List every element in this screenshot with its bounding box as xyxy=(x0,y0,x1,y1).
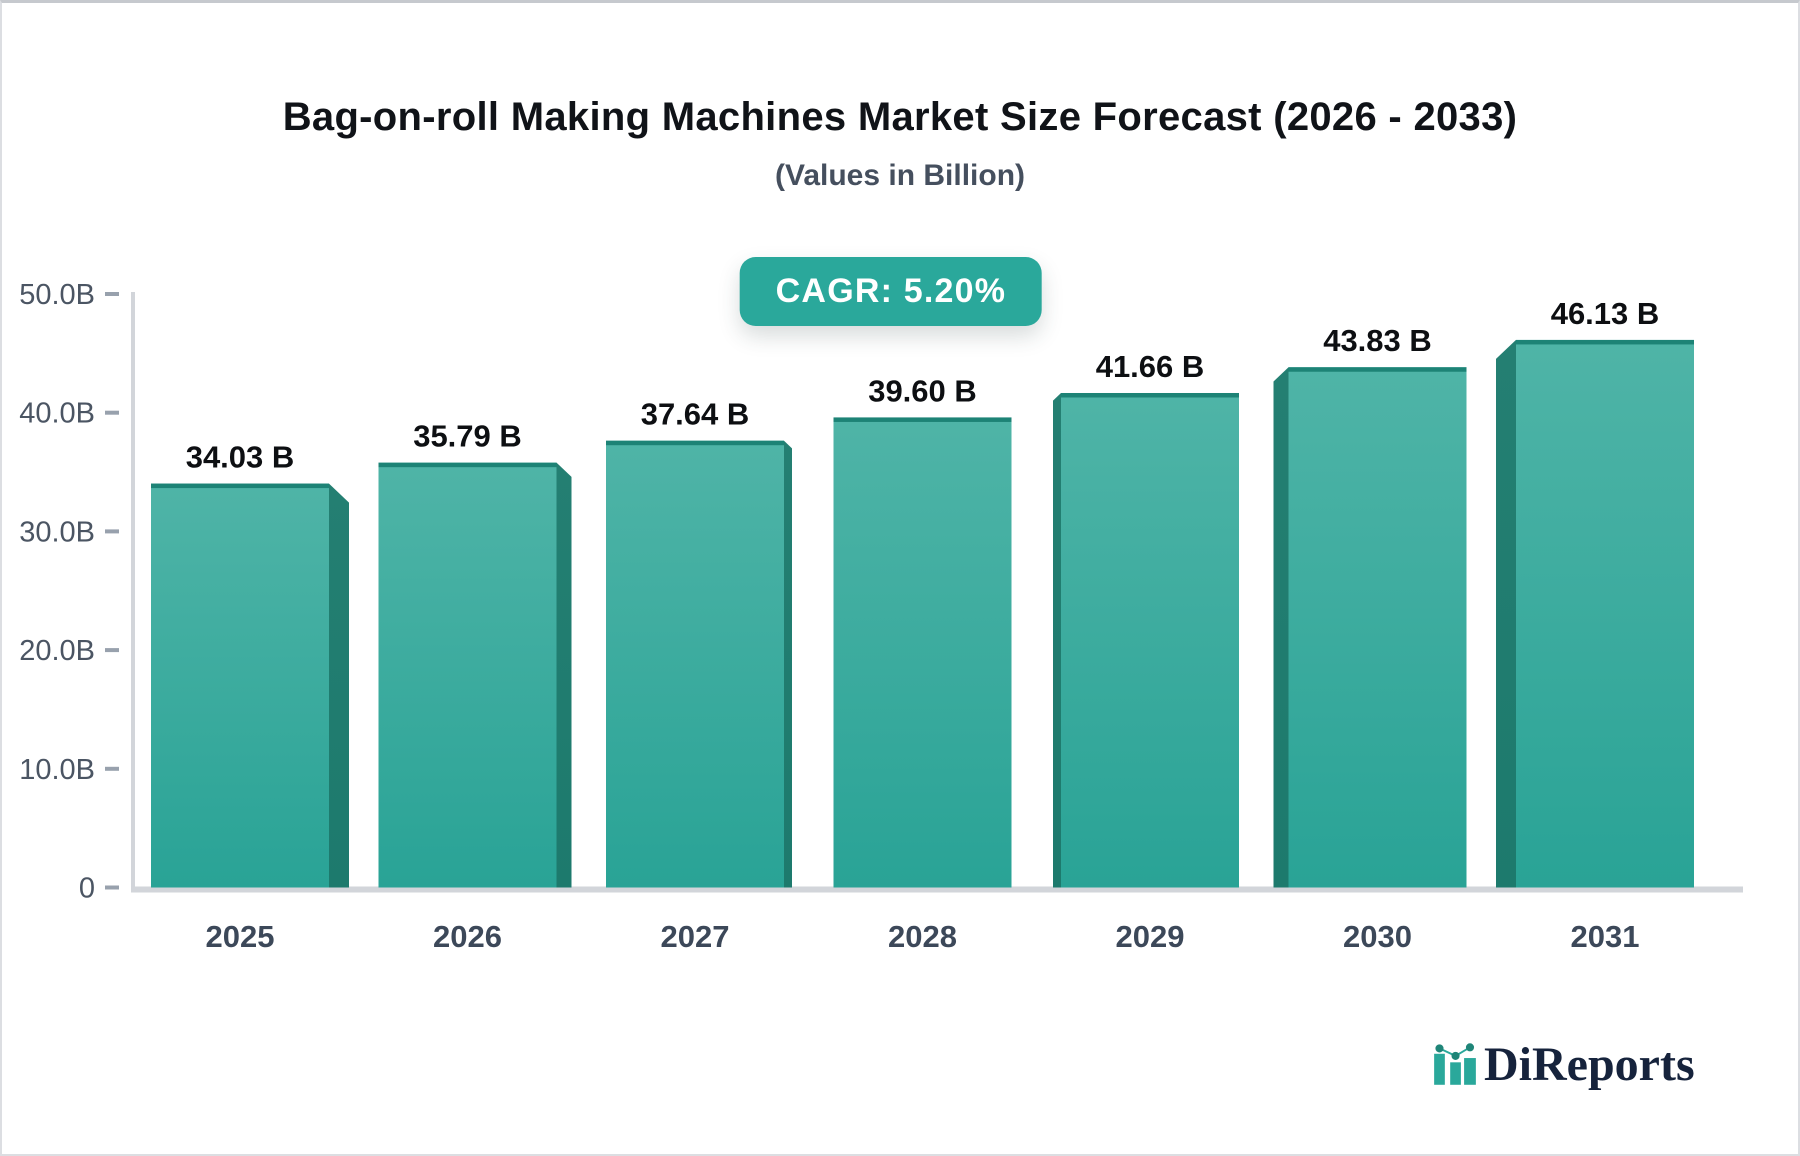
y-axis-tick xyxy=(105,885,119,890)
brand-logo: DiReports xyxy=(1432,1038,1695,1091)
y-axis-tick-label: 0 xyxy=(79,873,95,905)
chart-subtitle: (Values in Billion) xyxy=(774,159,1026,192)
bar-side-face xyxy=(329,483,349,888)
brand-logo-text: DiReports xyxy=(1484,1038,1695,1091)
x-axis-label: 2029 xyxy=(1116,919,1185,954)
bar-chart-plot: 0 10.0B 20.0B 30.0B 40.0B 50.0B 34.03 B 2025 35… xyxy=(19,279,1743,954)
y-axis-tick-label: 50.0B xyxy=(19,279,95,311)
bar-top-edge xyxy=(1061,392,1239,398)
bar-top-edge xyxy=(151,483,329,489)
bar xyxy=(606,440,784,888)
x-axis-label: 2027 xyxy=(661,919,730,954)
chart-title: Bag-on-roll Making Machines Market Size … xyxy=(282,95,1518,139)
labels-layer: 34.03 B 2025 35.79 B 2026 37.64 B 2027 39.60 B… xyxy=(186,296,1660,954)
bar xyxy=(1061,392,1239,888)
y-axis-tick xyxy=(105,292,119,296)
x-axis-label: 2031 xyxy=(1571,919,1640,954)
bar-top-edge xyxy=(833,417,1012,422)
axis-layer: 0 10.0B 20.0B 30.0B 40.0B 50.0B xyxy=(19,279,1743,905)
x-axis-line xyxy=(131,886,1743,893)
bar-value-label: 37.64 B xyxy=(641,397,750,432)
bar-value-label: 43.83 B xyxy=(1323,323,1432,358)
bar xyxy=(1288,367,1467,888)
bar-top-edge xyxy=(606,440,784,446)
y-axis-tick-label: 40.0B xyxy=(19,398,95,430)
bar-side-face xyxy=(784,440,792,888)
bar-top-edge xyxy=(378,462,557,468)
bar-top-edge xyxy=(1516,339,1694,345)
x-axis-label: 2030 xyxy=(1343,919,1412,954)
bar xyxy=(151,483,329,888)
x-axis-label: 2025 xyxy=(206,919,275,954)
bar-value-label: 39.60 B xyxy=(868,373,977,408)
bar-top-edge xyxy=(1288,367,1467,372)
bar-side-face xyxy=(556,462,572,888)
cagr-badge: CAGR: 5.20% xyxy=(739,257,1043,326)
direports-logo-icon xyxy=(1434,1043,1476,1085)
x-axis-label: 2028 xyxy=(888,919,957,954)
y-axis-line xyxy=(131,292,135,888)
bar-side-face xyxy=(1053,392,1061,888)
y-axis-tick-label: 30.0B xyxy=(19,516,95,548)
bar-value-label: 46.13 B xyxy=(1551,296,1660,331)
y-axis-tick-label: 20.0B xyxy=(19,635,95,667)
y-axis-tick xyxy=(105,529,119,534)
bar xyxy=(378,462,557,888)
bar xyxy=(833,417,1012,888)
bar-value-label: 35.79 B xyxy=(413,419,522,454)
bar-side-face xyxy=(1496,339,1516,888)
bar xyxy=(1516,339,1694,888)
y-axis-tick-label: 10.0B xyxy=(19,754,95,786)
y-axis-tick xyxy=(105,766,119,771)
bars-layer xyxy=(151,339,1694,888)
y-axis-tick xyxy=(105,410,119,415)
bar-value-label: 41.66 B xyxy=(1096,349,1205,384)
bar-value-label: 34.03 B xyxy=(186,440,295,475)
x-axis-label: 2026 xyxy=(433,919,502,954)
y-axis-tick xyxy=(105,648,119,653)
bar-side-face xyxy=(1273,367,1289,888)
